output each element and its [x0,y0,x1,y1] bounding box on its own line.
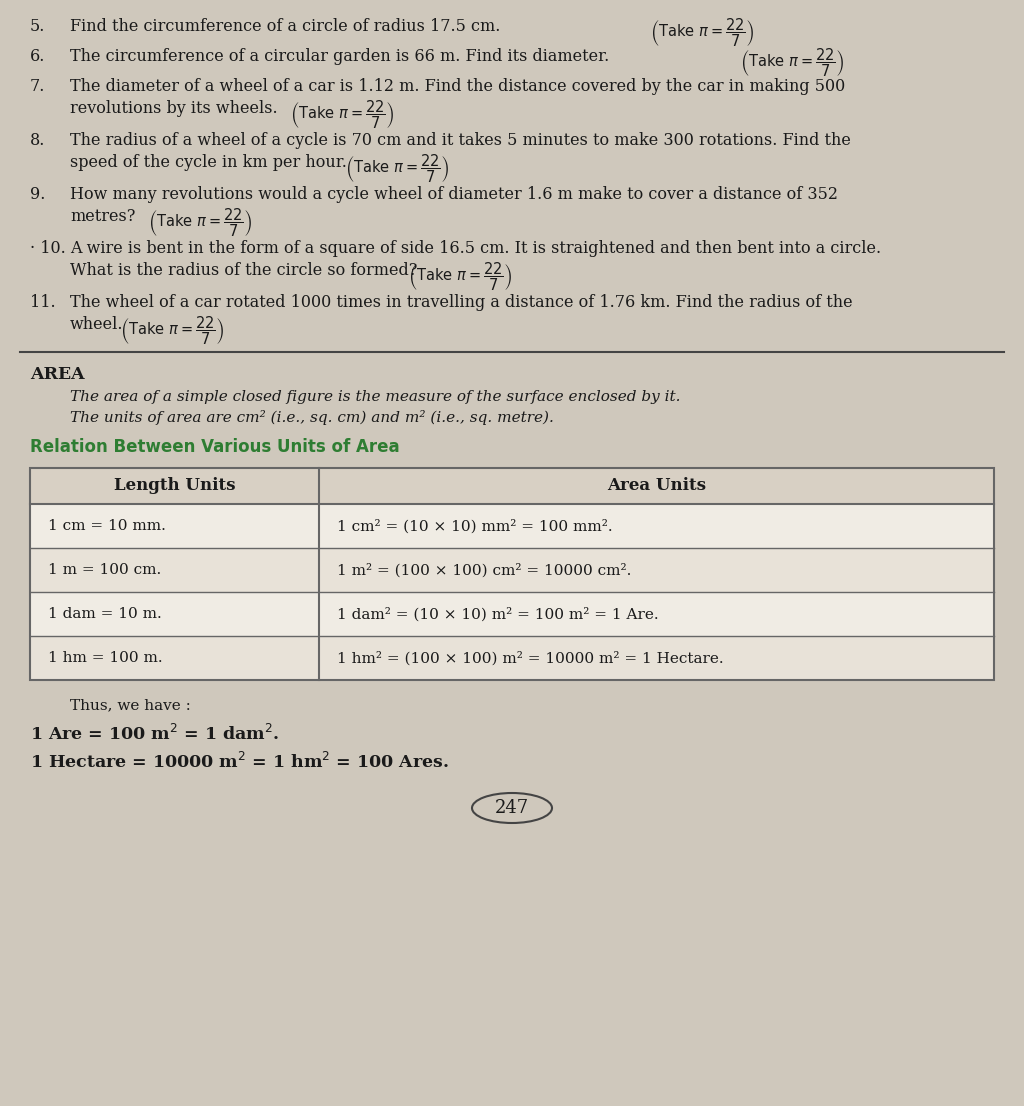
Text: 1 hm² = (100 × 100) m² = 10000 m² = 1 Hectare.: 1 hm² = (100 × 100) m² = 10000 m² = 1 He… [337,650,724,665]
Text: How many revolutions would a cycle wheel of diameter 1.6 m make to cover a dista: How many revolutions would a cycle wheel… [70,186,838,204]
Text: 1 m = 100 cm.: 1 m = 100 cm. [48,563,161,577]
Text: Relation Between Various Units of Area: Relation Between Various Units of Area [30,438,399,456]
Text: The radius of a wheel of a cycle is 70 cm and it takes 5 minutes to make 300 rot: The radius of a wheel of a cycle is 70 c… [70,132,851,149]
Ellipse shape [472,793,552,823]
Text: $\left(\mathrm{Take}\ \pi = \dfrac{22}{7}\right)$: $\left(\mathrm{Take}\ \pi = \dfrac{22}{7… [650,15,755,49]
Text: Thus, we have :: Thus, we have : [70,698,190,712]
Text: $\left(\mathrm{Take}\ \pi = \dfrac{22}{7}\right)$: $\left(\mathrm{Take}\ \pi = \dfrac{22}{7… [740,46,845,79]
Text: 1 cm = 10 mm.: 1 cm = 10 mm. [48,519,166,533]
Text: 6.: 6. [30,48,45,65]
Text: Find the circumference of a circle of radius 17.5 cm.: Find the circumference of a circle of ra… [70,18,501,35]
Text: What is the radius of the circle so formed?: What is the radius of the circle so form… [70,262,418,279]
Text: The wheel of a car rotated 1000 times in travelling a distance of 1.76 km. Find : The wheel of a car rotated 1000 times in… [70,294,853,311]
Bar [30,592,994,636]
Bar [30,547,994,592]
Text: 1 dam = 10 m.: 1 dam = 10 m. [48,607,162,620]
Text: 1 hm = 100 m.: 1 hm = 100 m. [48,651,163,665]
Text: A wire is bent in the form of a square of side 16.5 cm. It is straightened and t: A wire is bent in the form of a square o… [70,240,881,257]
Text: $\left(\mathrm{Take}\ \pi = \dfrac{22}{7}\right)$: $\left(\mathrm{Take}\ \pi = \dfrac{22}{7… [408,260,513,293]
Bar [30,504,994,547]
Text: Length Units: Length Units [114,478,236,494]
Text: speed of the cycle in km per hour.: speed of the cycle in km per hour. [70,154,347,171]
Text: 1 Are = 100 m$^2$ = 1 dam$^2$.: 1 Are = 100 m$^2$ = 1 dam$^2$. [30,724,280,744]
Text: · 10.: · 10. [30,240,66,257]
Text: 247: 247 [495,799,529,817]
Text: 1 cm² = (10 × 10) mm² = 100 mm².: 1 cm² = (10 × 10) mm² = 100 mm². [337,519,612,533]
Text: 8.: 8. [30,132,45,149]
Bar [30,468,994,504]
Bar [30,636,994,680]
Text: AREA: AREA [30,366,85,383]
Text: 1 m² = (100 × 100) cm² = 10000 cm².: 1 m² = (100 × 100) cm² = 10000 cm². [337,563,632,577]
Text: 1 Hectare = 10000 m$^2$ = 1 hm$^2$ = 100 Ares.: 1 Hectare = 10000 m$^2$ = 1 hm$^2$ = 100… [30,752,449,772]
Text: Area Units: Area Units [607,478,706,494]
Text: 11.: 11. [30,294,55,311]
Text: wheel.: wheel. [70,316,124,333]
Text: The circumference of a circular garden is 66 m. Find its diameter.: The circumference of a circular garden i… [70,48,609,65]
Text: metres?: metres? [70,208,135,225]
Text: $\left(\mathrm{Take}\ \pi = \dfrac{22}{7}\right)$: $\left(\mathrm{Take}\ \pi = \dfrac{22}{7… [290,98,394,131]
Text: $\left(\mathrm{Take}\ \pi = \dfrac{22}{7}\right)$: $\left(\mathrm{Take}\ \pi = \dfrac{22}{7… [345,152,450,185]
Text: The diameter of a wheel of a car is 1.12 m. Find the distance covered by the car: The diameter of a wheel of a car is 1.12… [70,79,845,95]
Text: 7.: 7. [30,79,45,95]
Text: 5.: 5. [30,18,45,35]
Text: $\left(\mathrm{Take}\ \pi = \dfrac{22}{7}\right)$: $\left(\mathrm{Take}\ \pi = \dfrac{22}{7… [148,206,253,239]
Text: 9.: 9. [30,186,45,204]
Text: 1 dam² = (10 × 10) m² = 100 m² = 1 Are.: 1 dam² = (10 × 10) m² = 100 m² = 1 Are. [337,607,658,622]
Text: $\left(\mathrm{Take}\ \pi = \dfrac{22}{7}\right)$: $\left(\mathrm{Take}\ \pi = \dfrac{22}{7… [120,314,224,346]
Text: The units of area are cm² (i.e., sq. cm) and m² (i.e., sq. metre).: The units of area are cm² (i.e., sq. cm)… [70,410,554,425]
Text: revolutions by its wheels.: revolutions by its wheels. [70,100,278,117]
Bar [30,468,994,680]
Text: The area of a simple closed figure is the measure of the surface enclosed by it.: The area of a simple closed figure is th… [70,390,681,404]
